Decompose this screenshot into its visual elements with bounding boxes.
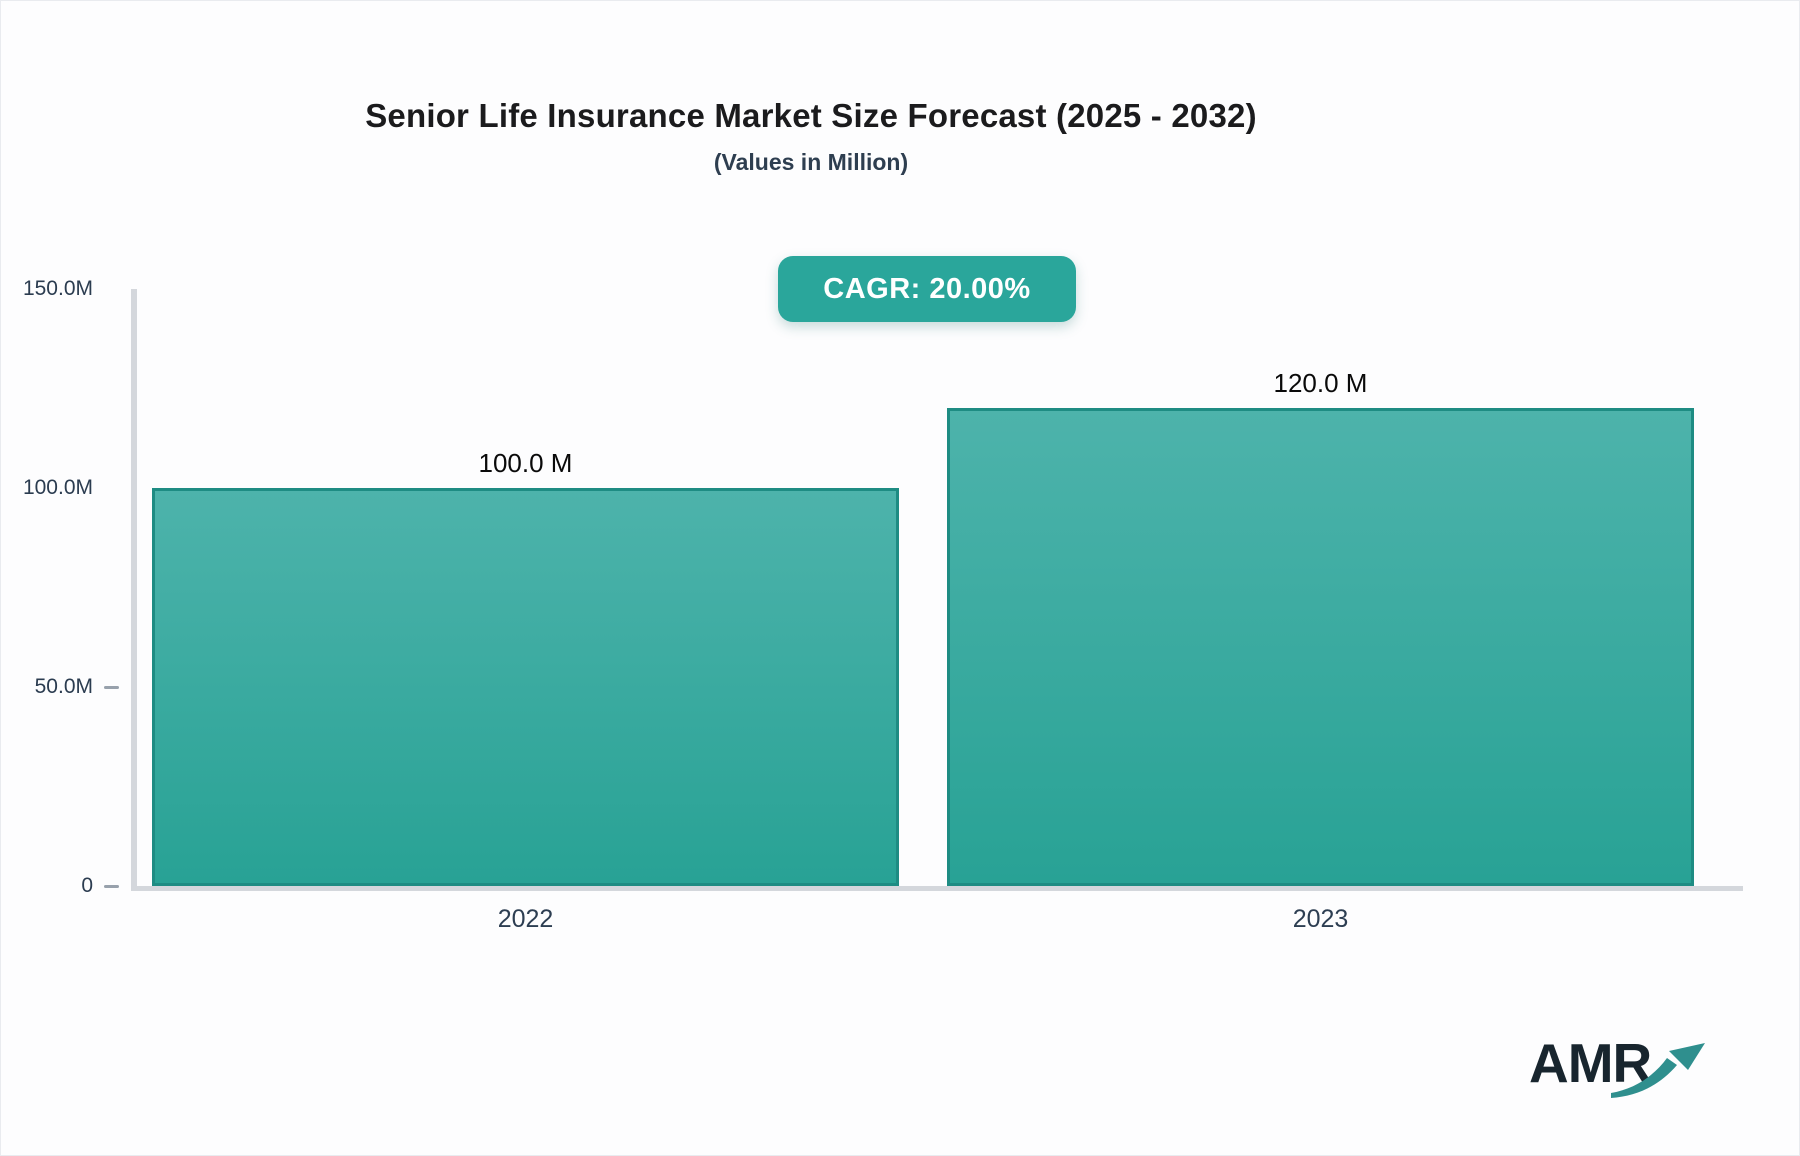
x-axis-label: 2022 [497,905,554,933]
amr-logo: AMR [1529,1031,1729,1111]
chart-title: Senior Life Insurance Market Size Foreca… [365,97,1257,134]
y-axis-tick-label: 50.0M [34,675,93,698]
bar-2023 [947,408,1694,886]
chart-subtitle: (Values in Million) [713,149,909,175]
bar-2022 [152,488,899,886]
amr-logo-text: AMR [1529,1032,1652,1094]
y-axis-tick-mark [104,885,119,888]
cagr-badge: CAGR: 20.00% [778,256,1076,322]
trend-up-arrow-icon [1611,1043,1705,1098]
y-axis-tick-label: 150.0M [22,277,93,300]
y-axis-tick-label: 0 [81,874,93,897]
x-axis-label: 2023 [1292,905,1349,933]
y-axis-line [131,289,137,891]
y-axis-tick-mark [104,686,119,689]
bar-value-label: 120.0 M [1273,368,1368,399]
y-axis-tick-label: 100.0M [22,476,93,499]
x-axis-line [131,886,1743,891]
bar-value-label: 100.0 M [478,448,573,478]
